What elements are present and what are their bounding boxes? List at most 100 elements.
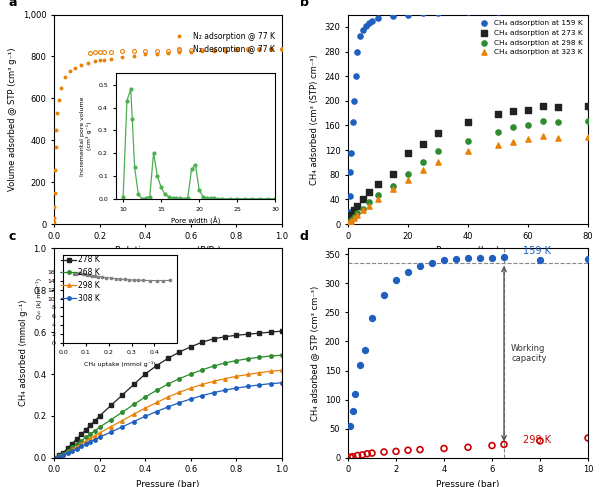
N₂ adsorption @ 77 K [233,47,240,53]
CH₄ adsorption at 323 K [538,132,548,140]
CH₄ adsorption at 323 K [346,217,356,225]
N₂ adsorption @ 77 K [164,50,172,56]
278 K [256,330,263,336]
298 K [130,412,137,417]
N₂ desorption @ 77 K [256,46,263,52]
278 K [267,329,274,335]
Line: 268 K: 268 K [52,354,284,460]
278 K [130,382,137,388]
N₂ desorption @ 77 K [101,49,108,55]
N₂ desorption @ 77 K [153,48,160,54]
278 K [164,356,172,361]
CH₄ adsorption at 159 K [352,48,362,56]
N₂ desorption @ 77 K [87,50,94,56]
298 K [210,378,217,384]
CH₄ adsorption at 298 K [349,213,359,221]
CH₄ adsorption at 298 K [343,220,353,227]
Point [415,262,425,270]
298 K [233,374,240,379]
268 K [221,360,229,366]
278 K [68,441,76,447]
Line: 308 K: 308 K [52,381,284,460]
298 K [96,430,103,436]
Point [475,254,485,262]
308 K [130,419,137,425]
298 K [64,449,71,455]
N₂ adsorption @ 77 K [53,127,60,132]
Point [367,449,377,457]
N₂ adsorption @ 77 K [51,189,58,195]
308 K [59,452,67,458]
CH₄ adsorption at 159 K [388,12,398,20]
N₂ adsorption @ 77 K [210,48,217,54]
278 K [87,422,94,428]
298 K [187,385,194,391]
N₂ adsorption @ 77 K [244,47,251,53]
268 K [91,428,98,433]
Y-axis label: CH₄ adsorbed @ STP (cm³ cm⁻³): CH₄ adsorbed @ STP (cm³ cm⁻³) [310,285,319,421]
CH₄ adsorption at 298 K [523,122,533,130]
N₂ adsorption @ 77 K [78,62,85,68]
268 K [82,434,89,440]
CH₄ adsorption at 273 K [538,102,548,110]
298 K [73,444,80,450]
CH₄ adsorption at 273 K [364,188,374,196]
N₂ adsorption @ 77 K [142,52,149,57]
CH₄ adsorption at 273 K [346,211,356,219]
CH₄ adsorption at 159 K [553,7,563,15]
278 K [187,344,194,350]
CH₄ adsorption at 298 K [553,118,563,126]
278 K [153,363,160,369]
X-axis label: Pressure (bar): Pressure (bar) [136,480,200,487]
CH₄ adsorption at 273 K [344,217,354,225]
278 K [119,392,126,398]
X-axis label: Relative pressure (P/P₀): Relative pressure (P/P₀) [115,246,221,255]
CH₄ adsorption at 323 K [523,135,533,143]
CH₄ adsorption at 159 K [349,97,359,105]
308 K [221,387,229,393]
308 K [55,454,62,460]
Point [360,346,370,354]
268 K [210,363,217,369]
CH₄ adsorption at 298 K [373,191,383,199]
298 K [82,438,89,444]
N₂ adsorption @ 77 K [50,220,58,225]
308 K [73,446,80,452]
298 K [142,405,149,411]
308 K [82,441,89,447]
N₂ adsorption @ 77 K [267,46,274,52]
Point [487,442,497,450]
278 K [210,336,217,342]
CH₄ adsorption at 298 K [364,199,374,206]
CH₄ adsorption at 159 K [373,14,383,21]
N₂ adsorption @ 77 K [67,68,74,74]
N₂ adsorption @ 77 K [52,167,59,172]
N₂ adsorption @ 77 K [101,56,108,62]
Text: a: a [8,0,17,9]
N₂ adsorption @ 77 K [256,46,263,52]
CH₄ adsorption at 159 K [344,208,354,216]
N₂ adsorption @ 77 K [71,65,78,71]
CH₄ adsorption at 273 K [553,103,563,111]
CH₄ adsorption at 159 K [350,72,360,80]
N₂ adsorption @ 77 K [187,49,194,55]
308 K [107,429,115,435]
Point [427,259,437,267]
Point [353,451,362,459]
308 K [210,390,217,395]
CH₄ adsorption at 159 K [418,9,428,17]
268 K [119,409,126,415]
CH₄ adsorption at 273 K [349,206,359,214]
Text: 298 K: 298 K [523,435,551,445]
298 K [278,367,286,373]
268 K [278,352,286,358]
CH₄ adsorption at 273 K [463,118,473,126]
268 K [153,388,160,393]
CH₄ adsorption at 323 K [364,202,374,209]
CH₄ adsorption at 298 K [433,148,443,155]
CH₄ adsorption at 323 K [493,141,503,149]
268 K [64,448,71,453]
N₂ desorption @ 77 K [187,47,194,53]
CH₄ adsorption at 323 K [358,206,368,214]
N₂ adsorption @ 77 K [54,110,61,116]
